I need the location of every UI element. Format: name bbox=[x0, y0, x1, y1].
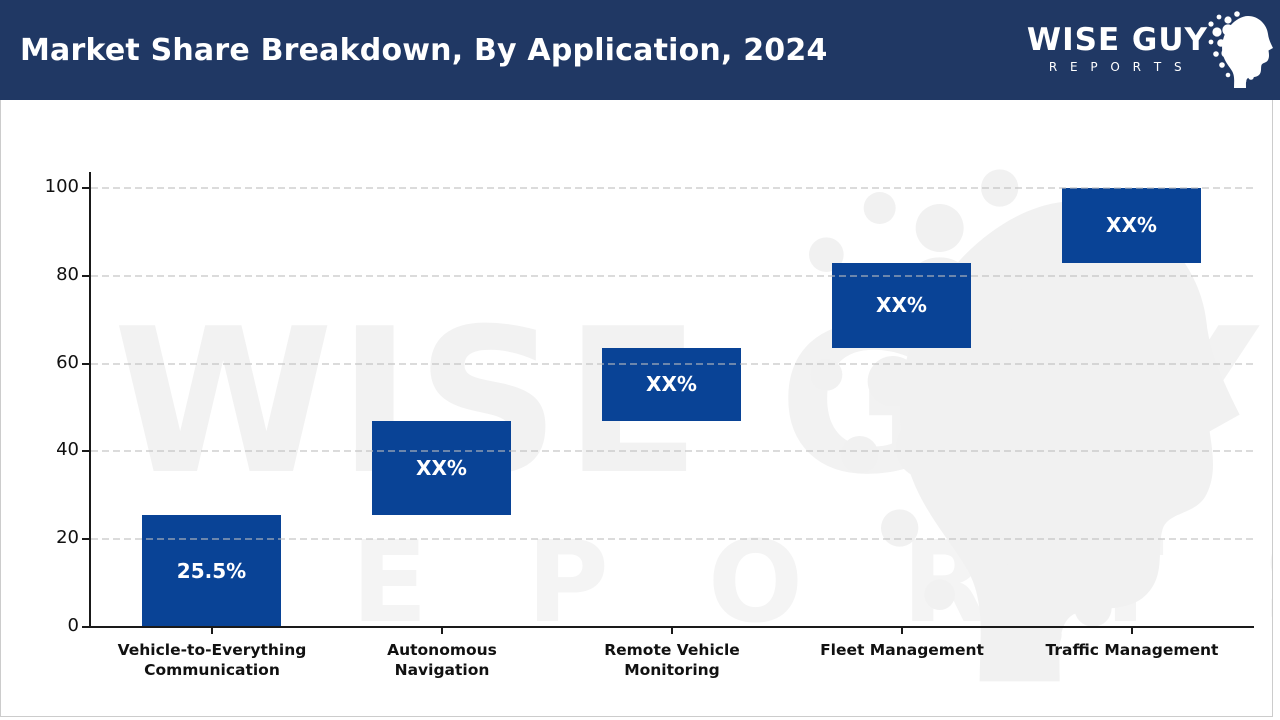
bar-value-label: XX% bbox=[416, 455, 467, 480]
x-tick-mark bbox=[441, 627, 443, 634]
bar-segment: 25.5% bbox=[142, 515, 281, 627]
category-label: Remote Vehicle Monitoring bbox=[604, 641, 740, 680]
grid-line bbox=[91, 187, 1254, 189]
y-tick-mark bbox=[82, 362, 89, 365]
logo-face-icon bbox=[1208, 11, 1273, 88]
y-tick-mark bbox=[82, 274, 89, 277]
bar-value-label: XX% bbox=[1106, 213, 1157, 238]
y-tick-mark bbox=[82, 187, 89, 189]
bar-segment: XX% bbox=[832, 262, 971, 349]
grid-line bbox=[91, 362, 1254, 365]
y-tick-label: 80 bbox=[56, 263, 79, 285]
grid-line bbox=[91, 538, 1254, 541]
grid-line bbox=[91, 450, 1254, 453]
y-tick-label: 60 bbox=[56, 351, 79, 373]
x-tick-mark bbox=[211, 627, 213, 634]
y-tick-mark bbox=[82, 538, 89, 541]
y-tick-mark bbox=[82, 450, 89, 453]
page-title: Market Share Breakdown, By Application, … bbox=[20, 33, 828, 68]
x-tick-mark bbox=[901, 627, 903, 634]
y-tick-label: 20 bbox=[56, 527, 79, 549]
logo-wordmark: WISE GUY bbox=[1026, 22, 1208, 58]
bar-value-label: XX% bbox=[646, 372, 697, 397]
bar-segment: XX% bbox=[372, 420, 511, 516]
header: Market Share Breakdown, By Application, … bbox=[0, 0, 1280, 100]
category-label: Fleet Management bbox=[820, 641, 984, 659]
bar-value-label: 25.5% bbox=[176, 559, 247, 584]
bar-segment: XX% bbox=[602, 348, 741, 421]
y-axis bbox=[89, 172, 91, 628]
category-label: Autonomous Navigation bbox=[387, 641, 497, 680]
y-tick-mark bbox=[82, 626, 89, 628]
category-label: Vehicle-to-Everything Communication bbox=[117, 641, 307, 680]
x-tick-mark bbox=[1131, 627, 1133, 634]
y-tick-label: 40 bbox=[56, 439, 79, 461]
y-tick-label: 100 bbox=[44, 176, 79, 197]
grid-line bbox=[91, 274, 1254, 277]
bar-value-label: XX% bbox=[876, 293, 927, 318]
logo-text: WISE GUY R E P O R T S bbox=[1027, 22, 1208, 74]
x-tick-mark bbox=[671, 627, 673, 634]
category-label: Traffic Management bbox=[1045, 641, 1219, 659]
y-tick-label: 0 bbox=[67, 615, 79, 636]
wise-guy-logo: WISE GUY R E P O R T S bbox=[1024, 4, 1274, 96]
bar-segment: XX% bbox=[1062, 188, 1201, 263]
logo-subtext: R E P O R T S bbox=[1048, 60, 1187, 74]
